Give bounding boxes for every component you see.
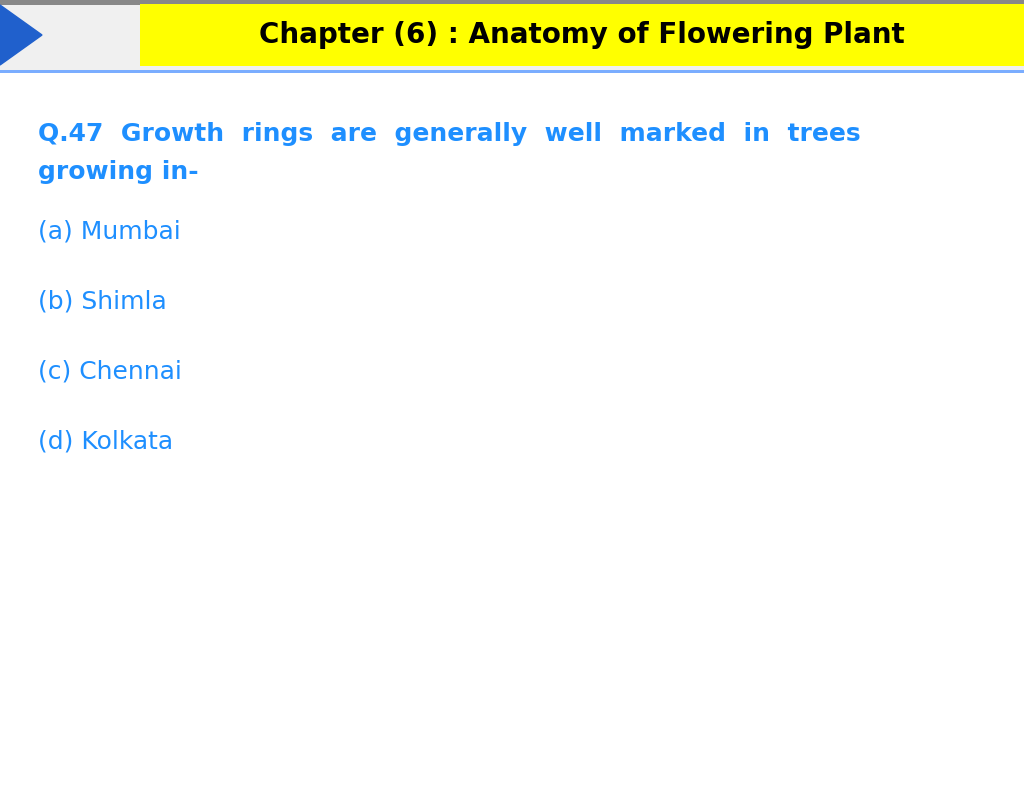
Bar xyxy=(140,4,1024,66)
Text: (d) Kolkata: (d) Kolkata xyxy=(38,430,173,454)
Bar xyxy=(0,70,1024,73)
Text: Chapter (6) : Anatomy of Flowering Plant: Chapter (6) : Anatomy of Flowering Plant xyxy=(259,21,905,49)
Polygon shape xyxy=(0,5,42,65)
Text: (c) Chennai: (c) Chennai xyxy=(38,360,182,384)
Text: (a) Mumbai: (a) Mumbai xyxy=(38,220,181,244)
Text: growing in-: growing in- xyxy=(38,160,199,184)
Text: Q.47  Growth  rings  are  generally  well  marked  in  trees: Q.47 Growth rings are generally well mar… xyxy=(38,122,860,146)
Bar xyxy=(0,0,1024,70)
Bar xyxy=(0,0,1024,5)
Text: (b) Shimla: (b) Shimla xyxy=(38,290,167,314)
